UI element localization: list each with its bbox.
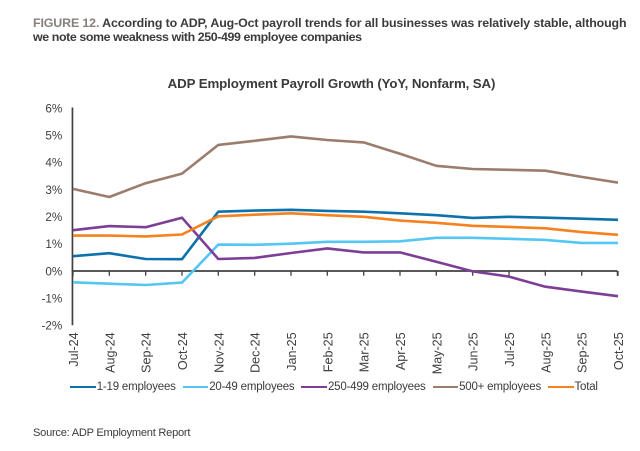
svg-text:4%: 4%: [45, 157, 62, 170]
svg-text:Sep-25: Sep-25: [576, 332, 590, 373]
svg-text:Mar-25: Mar-25: [358, 332, 372, 372]
svg-text:Aug-24: Aug-24: [103, 332, 117, 373]
svg-text:2%: 2%: [45, 211, 62, 224]
svg-text:Oct-24: Oct-24: [176, 332, 190, 370]
svg-text:-1%: -1%: [42, 293, 63, 306]
svg-text:Dec-24: Dec-24: [249, 332, 263, 373]
svg-text:Apr-25: Apr-25: [394, 332, 408, 370]
svg-text:Nov-24: Nov-24: [212, 332, 226, 373]
svg-text:6%: 6%: [45, 102, 62, 115]
svg-text:Jul-24: Jul-24: [67, 332, 81, 366]
svg-text:Jan-25: Jan-25: [285, 332, 299, 371]
svg-text:0%: 0%: [45, 265, 62, 278]
svg-text:Sep-24: Sep-24: [140, 332, 154, 373]
svg-text:Oct-25: Oct-25: [612, 332, 626, 370]
svg-text:3%: 3%: [45, 184, 62, 197]
svg-text:Jul-25: Jul-25: [503, 332, 517, 366]
svg-text:May-25: May-25: [430, 332, 444, 374]
svg-text:5%: 5%: [45, 130, 62, 143]
svg-text:Aug-25: Aug-25: [539, 332, 553, 373]
svg-text:Jun-25: Jun-25: [467, 332, 481, 371]
svg-text:Feb-25: Feb-25: [321, 332, 335, 372]
svg-text:1%: 1%: [45, 238, 62, 251]
svg-text:-2%: -2%: [42, 320, 63, 333]
